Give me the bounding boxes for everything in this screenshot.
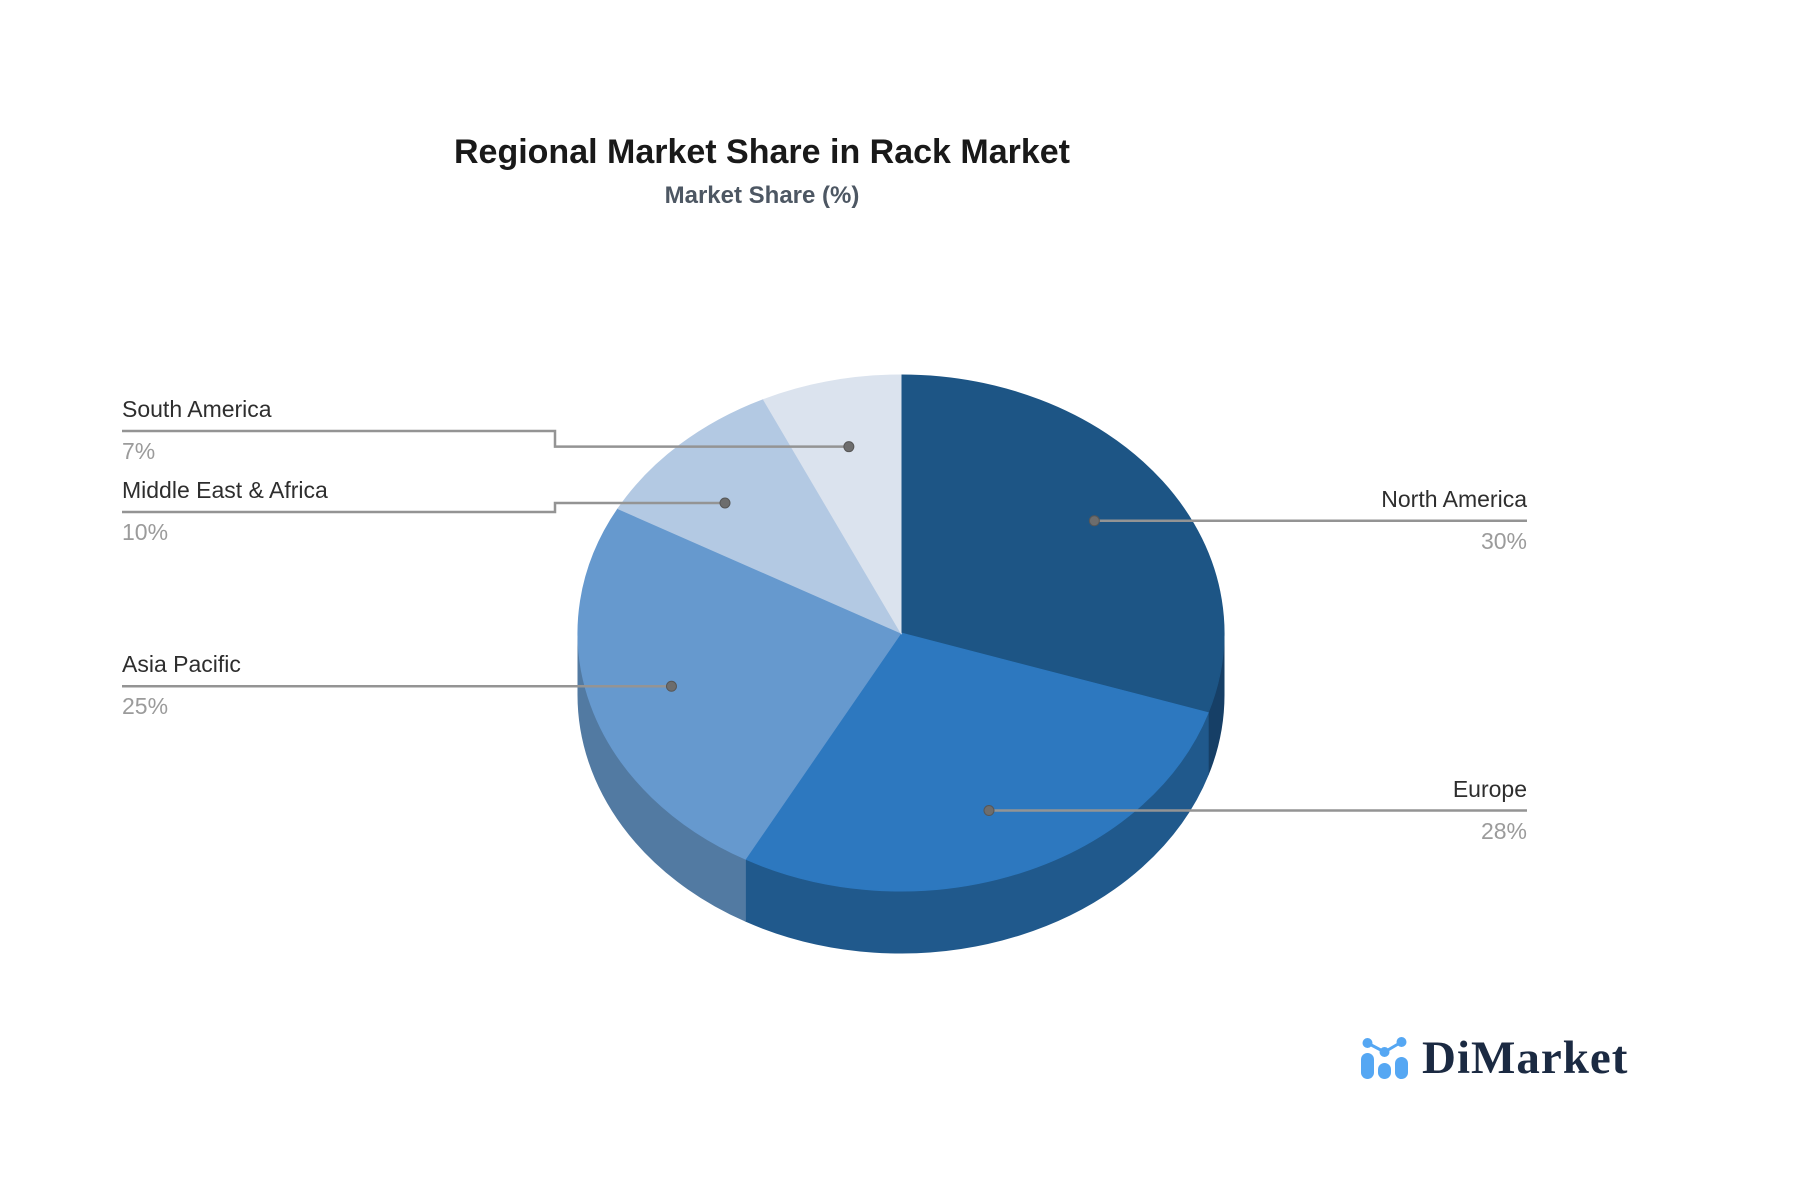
callout-line-middle-east-africa	[122, 501, 725, 514]
callout-line-south-america	[122, 429, 849, 448]
slice-label-percent: 7%	[122, 438, 156, 464]
slice-label-north-america: North America 30%	[1381, 485, 1527, 556]
logo: DiMarket	[1360, 1028, 1628, 1088]
pie-slice-europe[interactable]	[744, 632, 1209, 892]
slice-label-name: Middle East & Africa	[122, 477, 328, 503]
chart-subtitle: Market Share (%)	[664, 182, 860, 209]
pie-slice-north-america[interactable]	[900, 374, 1225, 714]
chart-title: Regional Market Share in Rack Market	[453, 133, 1070, 171]
slice-label-asia-pacific: Asia Pacific 25%	[122, 650, 241, 721]
slice-label-europe: Europe 28%	[1453, 775, 1527, 846]
pie-slice-asia-pacific[interactable]	[577, 508, 902, 860]
logo-text: DiMarket	[1422, 1032, 1629, 1084]
slice-label-percent: 10%	[122, 519, 169, 545]
anchor-dot-europe	[983, 805, 995, 817]
slice-label-name: Europe	[1452, 775, 1527, 802]
slice-label-name: South America	[122, 396, 272, 422]
slice-label-percent: 25%	[122, 693, 169, 720]
pie-slice-south-america[interactable]	[762, 374, 902, 635]
slice-label-percent: 28%	[1480, 817, 1527, 844]
title-block: Regional Market Share in Rack Market Mar…	[0, 130, 1524, 212]
anchor-dot-north-america	[1088, 515, 1100, 527]
slice-label-south-america: South America 7%	[122, 395, 272, 466]
anchor-dot-asia-pacific	[665, 680, 677, 692]
slice-label-percent: 30%	[1480, 527, 1527, 554]
pie-slice-middle-east-africa[interactable]	[617, 398, 903, 635]
slice-label-name: North America	[1381, 485, 1527, 512]
anchor-dot-middle-east-africa	[719, 497, 731, 509]
slice-label-name: Asia Pacific	[122, 651, 241, 678]
logo-icon	[1361, 1037, 1408, 1079]
anchor-dot-south-america	[843, 441, 855, 453]
slice-label-middle-east-africa: Middle East & Africa 10%	[122, 476, 328, 547]
